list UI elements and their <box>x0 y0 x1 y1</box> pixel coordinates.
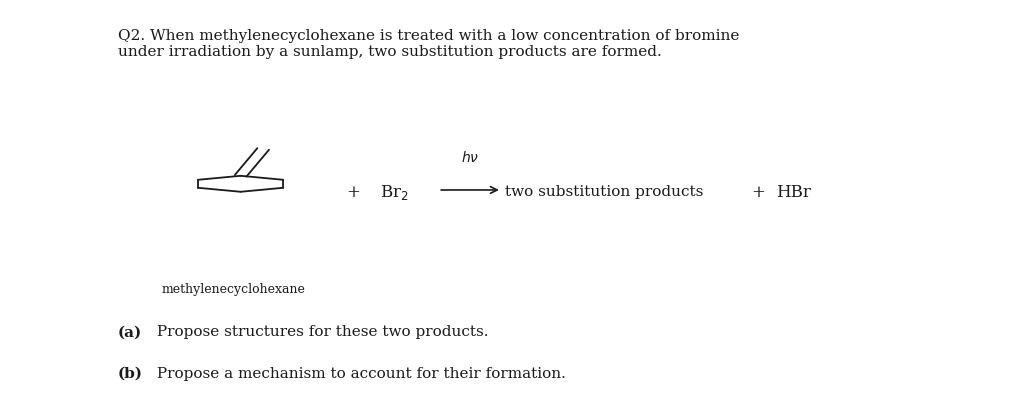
Text: (a): (a) <box>118 325 142 339</box>
Text: Q2. When methylenecyclohexane is treated with a low concentration of bromine
und: Q2. When methylenecyclohexane is treated… <box>118 29 739 59</box>
Text: +: + <box>346 183 360 201</box>
Text: Propose a mechanism to account for their formation.: Propose a mechanism to account for their… <box>152 367 565 381</box>
Text: HBr: HBr <box>776 183 811 201</box>
Text: two substitution products: two substitution products <box>505 185 703 199</box>
Text: (b): (b) <box>118 367 142 381</box>
Text: Br$_2$: Br$_2$ <box>380 183 409 202</box>
Text: Propose structures for these two products.: Propose structures for these two product… <box>152 325 488 339</box>
Text: $h\nu$: $h\nu$ <box>461 150 479 165</box>
Text: +: + <box>751 183 765 201</box>
Text: methylenecyclohexane: methylenecyclohexane <box>162 282 305 296</box>
